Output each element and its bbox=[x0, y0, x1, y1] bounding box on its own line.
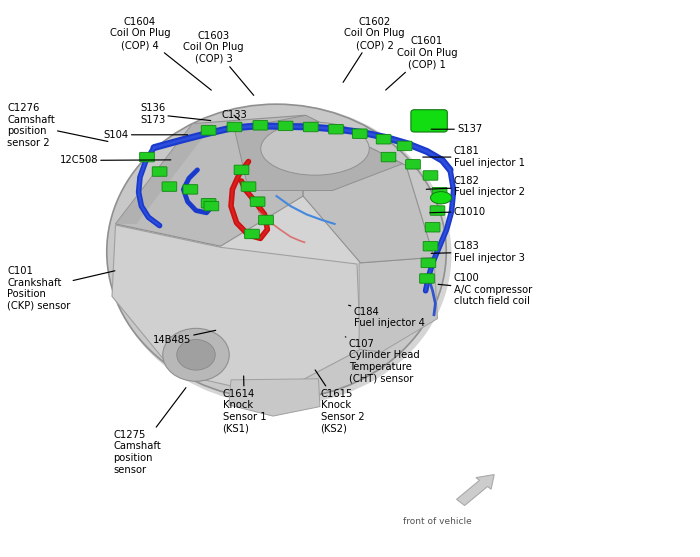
Ellipse shape bbox=[163, 328, 230, 381]
FancyBboxPatch shape bbox=[353, 129, 368, 138]
FancyBboxPatch shape bbox=[433, 187, 447, 197]
Text: C1614
Knock
Sensor 1
(KS1): C1614 Knock Sensor 1 (KS1) bbox=[223, 376, 266, 433]
Text: C107
Cylinder Head
Temperature
(CHT) sensor: C107 Cylinder Head Temperature (CHT) sen… bbox=[345, 337, 419, 383]
Polygon shape bbox=[359, 257, 438, 352]
Text: front of vehicle: front of vehicle bbox=[403, 517, 472, 526]
Ellipse shape bbox=[106, 104, 447, 399]
FancyBboxPatch shape bbox=[245, 229, 260, 238]
FancyBboxPatch shape bbox=[251, 197, 265, 206]
FancyBboxPatch shape bbox=[382, 152, 396, 162]
FancyBboxPatch shape bbox=[234, 165, 249, 175]
Ellipse shape bbox=[260, 122, 370, 175]
Polygon shape bbox=[112, 225, 360, 395]
Ellipse shape bbox=[108, 104, 452, 405]
FancyBboxPatch shape bbox=[258, 215, 273, 224]
FancyBboxPatch shape bbox=[202, 125, 216, 135]
FancyBboxPatch shape bbox=[279, 121, 293, 130]
Text: C183
Fuel injector 3: C183 Fuel injector 3 bbox=[431, 241, 524, 262]
FancyBboxPatch shape bbox=[423, 170, 438, 180]
FancyBboxPatch shape bbox=[426, 222, 440, 232]
Text: 14B485: 14B485 bbox=[153, 330, 216, 345]
Text: C101
Crankshaft
Position
(CKP) sensor: C101 Crankshaft Position (CKP) sensor bbox=[7, 266, 115, 311]
FancyBboxPatch shape bbox=[162, 182, 176, 191]
FancyBboxPatch shape bbox=[139, 152, 154, 162]
FancyArrow shape bbox=[456, 475, 494, 506]
FancyBboxPatch shape bbox=[241, 182, 256, 191]
Polygon shape bbox=[116, 124, 214, 224]
Text: 12C508: 12C508 bbox=[60, 155, 171, 165]
Polygon shape bbox=[234, 115, 402, 190]
FancyBboxPatch shape bbox=[227, 122, 242, 131]
FancyBboxPatch shape bbox=[411, 110, 447, 132]
Text: C133: C133 bbox=[221, 110, 247, 120]
FancyBboxPatch shape bbox=[423, 241, 438, 251]
FancyBboxPatch shape bbox=[406, 159, 420, 169]
Text: C1603
Coil On Plug
(COP) 3: C1603 Coil On Plug (COP) 3 bbox=[183, 31, 253, 95]
FancyBboxPatch shape bbox=[202, 198, 216, 208]
FancyBboxPatch shape bbox=[204, 201, 218, 211]
Text: C1276
Camshaft
position
sensor 2: C1276 Camshaft position sensor 2 bbox=[7, 103, 108, 148]
Text: S137: S137 bbox=[431, 124, 482, 134]
Polygon shape bbox=[229, 379, 320, 416]
FancyBboxPatch shape bbox=[183, 184, 198, 194]
Ellipse shape bbox=[430, 192, 452, 204]
Polygon shape bbox=[303, 115, 434, 263]
Text: C181
Fuel injector 1: C181 Fuel injector 1 bbox=[423, 146, 524, 168]
Text: C1010: C1010 bbox=[430, 207, 486, 217]
Text: C100
A/C compressor
clutch field coil: C100 A/C compressor clutch field coil bbox=[438, 273, 532, 306]
FancyBboxPatch shape bbox=[153, 167, 167, 176]
Polygon shape bbox=[116, 115, 304, 246]
Text: C1615
Knock
Sensor 2
(KS2): C1615 Knock Sensor 2 (KS2) bbox=[315, 370, 364, 433]
Ellipse shape bbox=[140, 138, 392, 344]
FancyBboxPatch shape bbox=[421, 258, 435, 267]
FancyBboxPatch shape bbox=[430, 206, 445, 215]
Text: S136
S173: S136 S173 bbox=[140, 104, 211, 125]
FancyBboxPatch shape bbox=[398, 141, 412, 150]
Text: C1602
Coil On Plug
(COP) 2: C1602 Coil On Plug (COP) 2 bbox=[343, 17, 405, 82]
Text: C1601
Coil On Plug
(COP) 1: C1601 Coil On Plug (COP) 1 bbox=[386, 36, 457, 90]
Text: C1275
Camshaft
position
sensor: C1275 Camshaft position sensor bbox=[113, 388, 186, 475]
Ellipse shape bbox=[177, 339, 216, 370]
Text: S104: S104 bbox=[104, 130, 188, 140]
Text: C184
Fuel injector 4: C184 Fuel injector 4 bbox=[349, 305, 424, 328]
FancyBboxPatch shape bbox=[304, 122, 318, 131]
FancyBboxPatch shape bbox=[377, 134, 391, 144]
FancyBboxPatch shape bbox=[420, 274, 434, 283]
FancyBboxPatch shape bbox=[329, 124, 343, 134]
Text: C1604
Coil On Plug
(COP) 4: C1604 Coil On Plug (COP) 4 bbox=[110, 17, 211, 90]
FancyBboxPatch shape bbox=[253, 120, 267, 130]
Text: C182
Fuel injector 2: C182 Fuel injector 2 bbox=[426, 176, 524, 197]
